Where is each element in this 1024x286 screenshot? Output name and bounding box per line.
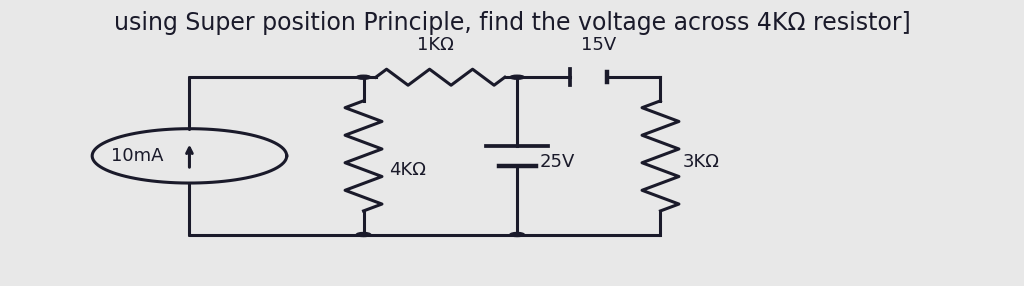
Circle shape <box>510 75 524 79</box>
Text: 25V: 25V <box>540 153 575 170</box>
Text: 3KΩ: 3KΩ <box>683 153 720 170</box>
Circle shape <box>356 233 371 237</box>
Circle shape <box>510 233 524 237</box>
Text: using Super position Principle, find the voltage across 4KΩ resistor]: using Super position Principle, find the… <box>114 11 910 35</box>
Text: 10mA: 10mA <box>112 147 164 165</box>
Text: 4KΩ: 4KΩ <box>389 161 426 179</box>
Text: 15V: 15V <box>582 36 616 54</box>
Circle shape <box>356 75 371 79</box>
Text: 1KΩ: 1KΩ <box>417 36 454 54</box>
